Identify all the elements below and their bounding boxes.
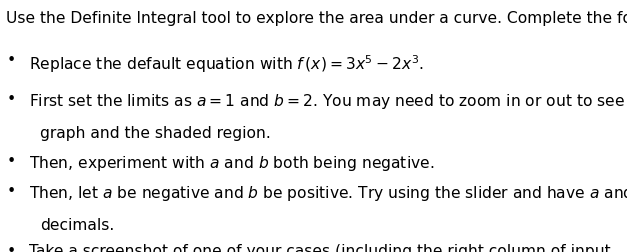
Text: Replace the default equation with $f\,(x) = 3x^5 - 2x^3$.: Replace the default equation with $f\,(x…: [29, 53, 423, 75]
Text: graph and the shaded region.: graph and the shaded region.: [40, 126, 271, 141]
Text: •: •: [6, 53, 16, 68]
Text: Then, experiment with $a$ and $b$ both being negative.: Then, experiment with $a$ and $b$ both b…: [29, 154, 434, 173]
Text: Take a screenshot of one of your cases (including the right column of input: Take a screenshot of one of your cases (…: [29, 244, 611, 252]
Text: •: •: [6, 92, 16, 107]
Text: First set the limits as $a = 1$ and $b = 2$. You may need to zoom in or out to s: First set the limits as $a = 1$ and $b =…: [29, 92, 627, 111]
Text: •: •: [6, 244, 16, 252]
Text: Use the Definite Integral tool to explore the area under a curve. Complete the f: Use the Definite Integral tool to explor…: [6, 11, 627, 26]
Text: •: •: [6, 154, 16, 169]
Text: Then, let $a$ be negative and $b$ be positive. Try using the slider and have $a$: Then, let $a$ be negative and $b$ be pos…: [29, 184, 627, 203]
Text: •: •: [6, 184, 16, 199]
Text: decimals.: decimals.: [40, 218, 114, 233]
